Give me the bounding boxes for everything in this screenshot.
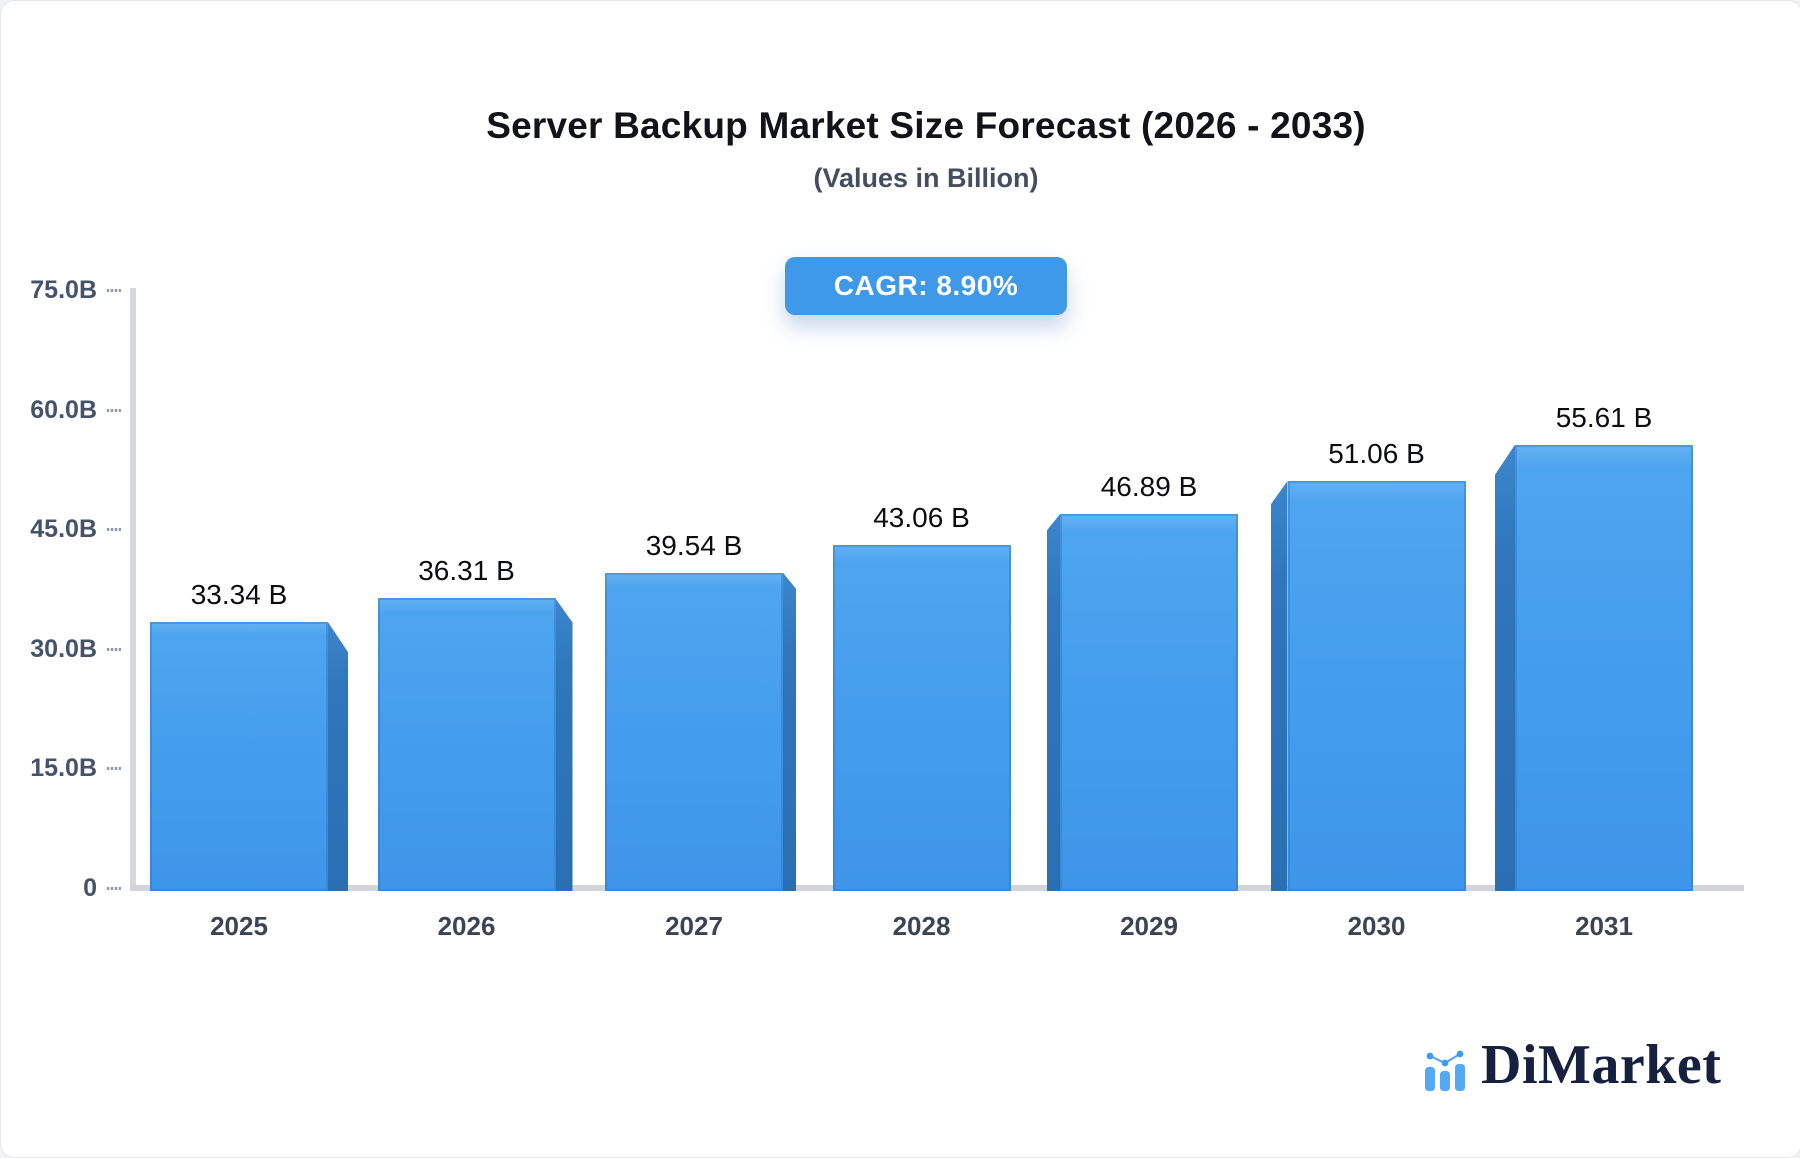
- mini-bar-line-chart-icon: [1425, 1050, 1465, 1091]
- y-axis-tick: [107, 408, 121, 412]
- chart-title: Server Backup Market Size Forecast (2026…: [486, 105, 1366, 146]
- x-axis-label-2030: 2030: [1347, 911, 1406, 941]
- y-axis-tick: [107, 647, 121, 651]
- bar-side-2027: [783, 572, 796, 891]
- y-axis-tick-label: 45.0B: [30, 515, 97, 544]
- bar-value-label: 39.54 B: [645, 529, 743, 561]
- cagr-badge: CAGR: 8.90%: [785, 257, 1067, 315]
- bar-side-2029: [1047, 514, 1060, 891]
- y-axis-tick-label: 15.0B: [30, 754, 97, 783]
- y-axis-tick: [107, 289, 121, 292]
- x-axis-label-2026: 2026: [437, 911, 496, 941]
- y-axis-tick: [107, 767, 121, 771]
- x-axis-label-2025: 2025: [210, 911, 268, 941]
- y-axis-tick-label: 30.0B: [30, 634, 97, 663]
- y-axis-tick: [107, 887, 121, 890]
- y-axis-tick: [107, 528, 121, 532]
- bar-2025: [150, 622, 328, 891]
- x-axis-label-2027: 2027: [665, 911, 723, 941]
- bar-side-2026: [555, 598, 573, 891]
- y-axis-tick-label: 60.0B: [30, 395, 97, 424]
- y-axis-tick-label: 0: [83, 874, 97, 902]
- bar-value-label: 33.34 B: [190, 579, 288, 611]
- bar-2026: [377, 598, 556, 891]
- x-axis-label-2028: 2028: [892, 911, 951, 941]
- bar-value-label: 43.06 B: [873, 501, 970, 533]
- brand-name: DiMarket: [1481, 1034, 1722, 1096]
- bar-value-label: 46.89 B: [1100, 471, 1198, 503]
- x-axis-label-2029: 2029: [1120, 911, 1178, 941]
- bar-value-label: 55.61 B: [1555, 401, 1653, 433]
- chart-subtitle: (Values in Billion): [813, 163, 1039, 193]
- bar-2031: [1515, 444, 1693, 891]
- bar-2029: [1060, 514, 1238, 891]
- chart-header: Server Backup Market Size Forecast (2026…: [51, 1, 1800, 194]
- bar-value-label: 36.31 B: [418, 555, 515, 587]
- bar-value-label: 51.06 B: [1328, 437, 1425, 469]
- y-axis-line: [130, 288, 136, 890]
- brand-logo: DiMarket: [1421, 1037, 1721, 1093]
- bar-side-2025: [328, 622, 348, 891]
- bar-side-2030: [1270, 480, 1288, 891]
- x-axis-label-2031: 2031: [1575, 911, 1633, 941]
- y-axis-tick-label: 75.0B: [30, 276, 97, 304]
- bar-2028: [832, 544, 1011, 891]
- bar-2030: [1287, 480, 1466, 891]
- bar-side-2031: [1495, 444, 1515, 891]
- bar-2027: [605, 572, 783, 891]
